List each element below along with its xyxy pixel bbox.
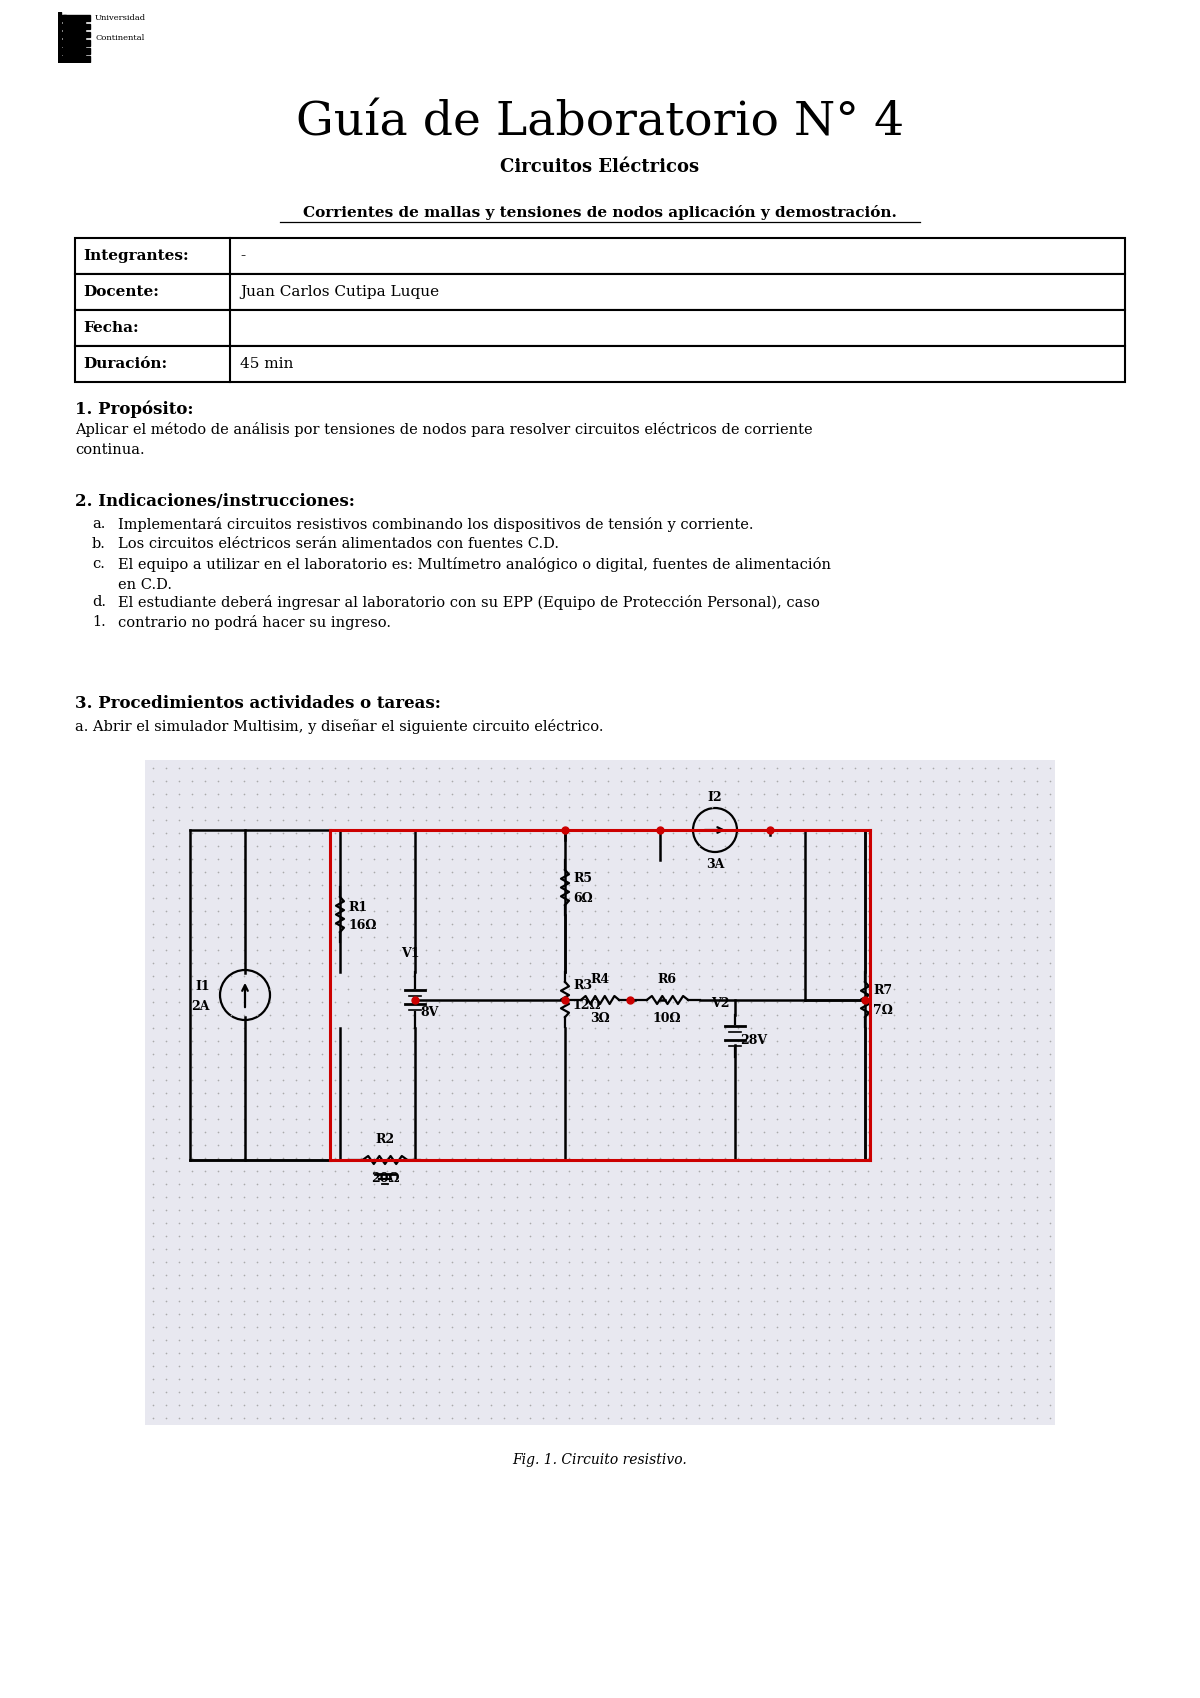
Text: R2: R2 xyxy=(376,1133,395,1146)
Text: 28V: 28V xyxy=(740,1034,767,1046)
Bar xyxy=(60,48,90,54)
Bar xyxy=(145,761,1055,1425)
Text: 16Ω: 16Ω xyxy=(348,919,377,932)
Text: V1: V1 xyxy=(401,947,419,959)
Text: R5: R5 xyxy=(574,871,592,885)
Text: 12Ω: 12Ω xyxy=(574,998,601,1012)
Bar xyxy=(60,24,90,29)
Text: -: - xyxy=(240,250,245,263)
Text: V2: V2 xyxy=(712,997,730,1010)
Text: a.: a. xyxy=(92,516,106,531)
Text: 7Ω: 7Ω xyxy=(874,1004,893,1017)
Text: 6Ω: 6Ω xyxy=(574,891,593,905)
Text: contrario no podrá hacer su ingreso.: contrario no podrá hacer su ingreso. xyxy=(118,615,391,630)
Text: d.: d. xyxy=(92,594,106,610)
Bar xyxy=(60,56,90,61)
Text: Los circuitos eléctricos serán alimentados con fuentes C.D.: Los circuitos eléctricos serán alimentad… xyxy=(118,537,559,550)
Text: 10Ω: 10Ω xyxy=(653,1012,682,1026)
Bar xyxy=(74,238,1126,273)
Text: Continental: Continental xyxy=(95,34,144,42)
Text: Docente:: Docente: xyxy=(83,285,158,299)
Text: 45 min: 45 min xyxy=(240,357,293,370)
Bar xyxy=(74,273,1126,311)
Bar xyxy=(74,346,1126,382)
Text: El estudiante deberá ingresar al laboratorio con su EPP (Equipo de Protección Pe: El estudiante deberá ingresar al laborat… xyxy=(118,594,820,610)
Bar xyxy=(58,12,61,63)
Bar xyxy=(65,29,85,34)
Text: 2. Indicaciones/instrucciones:: 2. Indicaciones/instrucciones: xyxy=(74,492,355,509)
Text: 3Ω: 3Ω xyxy=(590,1012,610,1026)
Text: 3A: 3A xyxy=(706,857,724,871)
Text: Fecha:: Fecha: xyxy=(83,321,139,335)
Bar xyxy=(65,20,85,25)
Text: Implementará circuitos resistivos combinando los dispositivos de tensión y corri: Implementará circuitos resistivos combin… xyxy=(118,516,754,531)
Text: 20Ω: 20Ω xyxy=(371,1172,400,1185)
Bar xyxy=(60,15,90,20)
Text: 1.: 1. xyxy=(92,615,106,628)
Bar xyxy=(60,32,90,37)
Text: Juan Carlos Cutipa Luque: Juan Carlos Cutipa Luque xyxy=(240,285,439,299)
Text: R7: R7 xyxy=(874,983,892,997)
Text: El equipo a utilizar en el laboratorio es: Multímetro analógico o digital, fuent: El equipo a utilizar en el laboratorio e… xyxy=(118,557,830,591)
Text: Fig. 1. Circuito resistivo.: Fig. 1. Circuito resistivo. xyxy=(512,1453,688,1467)
Text: Guía de Laboratorio N° 4: Guía de Laboratorio N° 4 xyxy=(296,100,904,146)
Text: 3. Procedimientos actividades o tareas:: 3. Procedimientos actividades o tareas: xyxy=(74,694,440,711)
Text: Duración:: Duración: xyxy=(83,357,167,370)
Text: 1. Propósito:: 1. Propósito: xyxy=(74,401,193,418)
Text: R1: R1 xyxy=(348,900,367,914)
Text: Corrientes de mallas y tensiones de nodos aplicación y demostración.: Corrientes de mallas y tensiones de nodo… xyxy=(304,205,896,221)
Text: a. Abrir el simulador Multisim, y diseñar el siguiente circuito eléctrico.: a. Abrir el simulador Multisim, y diseña… xyxy=(74,718,604,734)
Bar xyxy=(65,53,85,58)
Text: R4: R4 xyxy=(590,973,610,987)
Text: R3: R3 xyxy=(574,978,592,992)
Text: c.: c. xyxy=(92,557,104,571)
Bar xyxy=(62,15,66,59)
Bar xyxy=(60,41,90,46)
Text: Circuitos Eléctricos: Circuitos Eléctricos xyxy=(500,158,700,177)
Text: 2A: 2A xyxy=(192,1000,210,1014)
Bar xyxy=(74,311,1126,346)
Bar xyxy=(65,46,85,49)
Text: Universidad: Universidad xyxy=(95,14,146,22)
Text: Aplicar el método de análisis por tensiones de nodos para resolver circuitos elé: Aplicar el método de análisis por tensio… xyxy=(74,423,812,457)
Bar xyxy=(65,37,85,41)
Text: I2: I2 xyxy=(708,791,722,803)
Text: I1: I1 xyxy=(196,980,210,993)
Text: R6: R6 xyxy=(658,973,677,987)
Text: 8V: 8V xyxy=(420,1005,438,1019)
Text: b.: b. xyxy=(92,537,106,550)
Text: Integrantes:: Integrantes: xyxy=(83,250,188,263)
